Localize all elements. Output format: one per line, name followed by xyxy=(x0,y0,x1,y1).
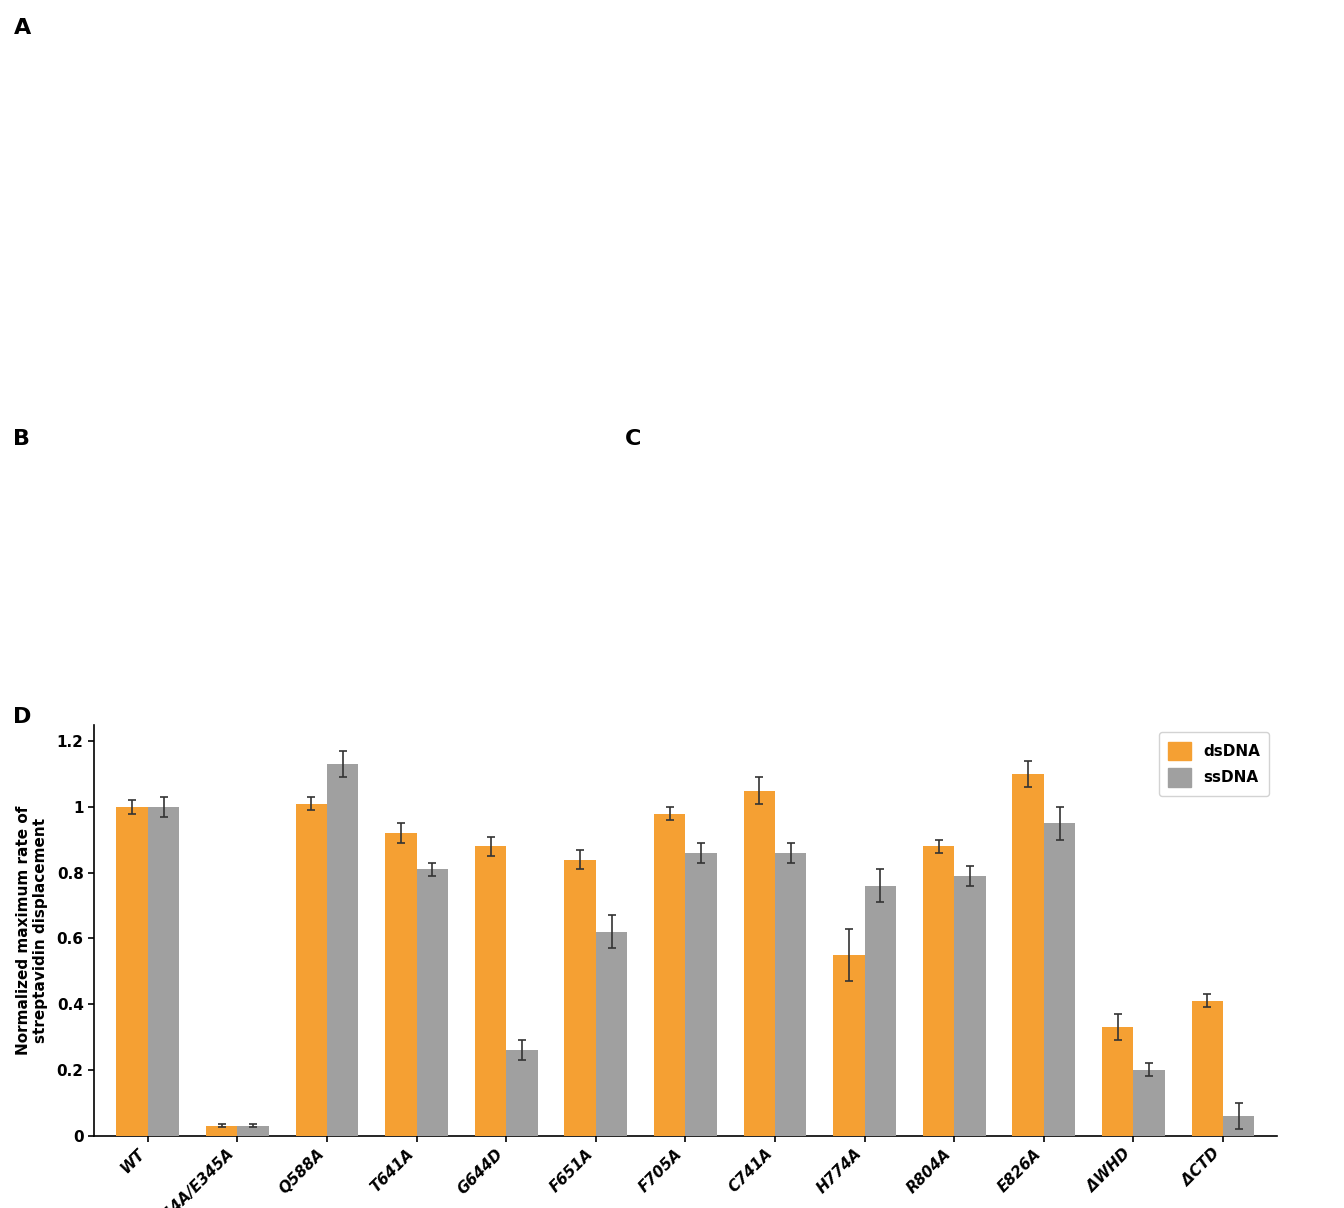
Bar xyxy=(474,847,507,1136)
Text: B: B xyxy=(13,429,31,449)
Bar xyxy=(564,860,595,1136)
Bar xyxy=(775,853,806,1136)
Bar xyxy=(864,885,896,1136)
Bar xyxy=(238,1126,269,1136)
Bar xyxy=(1192,1000,1223,1136)
Bar xyxy=(954,876,985,1136)
Bar xyxy=(1012,774,1044,1136)
Bar xyxy=(507,1050,538,1136)
Bar xyxy=(206,1126,238,1136)
Bar xyxy=(743,790,775,1136)
Bar xyxy=(148,807,179,1136)
Bar xyxy=(685,853,716,1136)
Bar xyxy=(1223,1116,1254,1136)
Bar xyxy=(923,847,954,1136)
Bar xyxy=(417,870,448,1136)
Bar xyxy=(1133,1070,1165,1136)
Bar xyxy=(296,803,327,1136)
Bar xyxy=(1044,824,1075,1136)
Bar xyxy=(595,931,628,1136)
Bar xyxy=(1102,1027,1133,1136)
Bar xyxy=(833,954,864,1136)
Bar xyxy=(655,813,685,1136)
Text: C: C xyxy=(625,429,641,449)
Bar xyxy=(386,834,417,1136)
Bar xyxy=(117,807,148,1136)
Text: A: A xyxy=(13,18,31,39)
Text: D: D xyxy=(13,707,32,727)
Y-axis label: Normalized maximum rate of
streptavidin displacement: Normalized maximum rate of streptavidin … xyxy=(16,806,48,1055)
Legend: dsDNA, ssDNA: dsDNA, ssDNA xyxy=(1159,732,1269,796)
Bar xyxy=(327,765,359,1136)
